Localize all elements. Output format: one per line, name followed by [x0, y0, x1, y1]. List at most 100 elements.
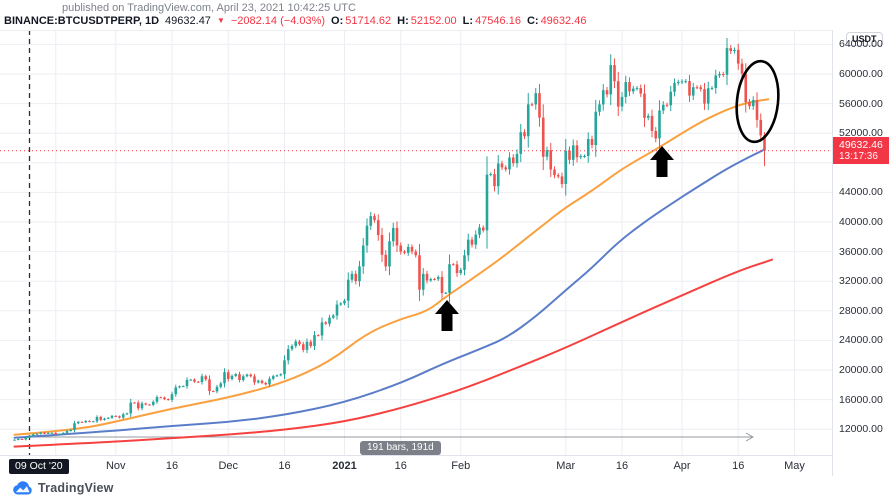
price-tick-label: 40000.00 [839, 216, 883, 228]
candle [451, 264, 455, 266]
candle [328, 317, 331, 324]
candle [316, 335, 320, 337]
candle [721, 74, 725, 75]
price-axis[interactable]: USDT 49632.46 13:17:36 64000.00 60000.00 5… [832, 30, 889, 476]
candle [133, 402, 136, 404]
candle [624, 82, 628, 97]
currency-toggle-button[interactable]: USDT [846, 32, 883, 46]
candle [136, 402, 140, 409]
candle [163, 397, 166, 400]
close-label: C: [526, 15, 539, 27]
candle [406, 246, 410, 253]
candle [305, 341, 309, 350]
candle [331, 315, 335, 318]
candle [189, 379, 193, 381]
candle [20, 439, 24, 441]
candle [256, 380, 260, 383]
candle [560, 176, 564, 184]
candle [193, 379, 196, 382]
candle [643, 93, 646, 118]
price-tick-label: 52000.00 [839, 127, 883, 140]
candle [598, 104, 601, 112]
candle [421, 273, 425, 290]
up-arrow-annotation[interactable] [650, 146, 674, 177]
candle [125, 413, 129, 415]
price-change: −2082.14 (−4.03%) [230, 15, 326, 27]
candle [99, 416, 103, 420]
price-tick-label: 12000.00 [839, 423, 883, 436]
footer: TradingView [0, 477, 889, 500]
candle [65, 430, 69, 433]
candle [534, 93, 538, 105]
candle [103, 418, 106, 420]
candle [50, 432, 54, 434]
candle [279, 374, 283, 376]
candle [489, 174, 493, 176]
candle [339, 303, 343, 305]
candle [410, 246, 414, 252]
candle [380, 235, 384, 255]
candle [586, 139, 590, 156]
price-tick-label: 60000.00 [839, 68, 883, 80]
candle [271, 376, 275, 379]
candle [95, 416, 99, 422]
current-price-value: 49632.46 [839, 139, 883, 152]
candle [118, 416, 121, 418]
symbol-legend[interactable]: BINANCE:BTCUSDTPERP, 1D 49632.47 ▼ −2082… [4, 15, 586, 27]
time-axis[interactable]: 16Nov16Dec16202116FebMar16Apr16May [0, 455, 889, 478]
candle [740, 63, 744, 74]
candle [455, 264, 459, 274]
time-tick-label: Nov [105, 460, 126, 472]
candle [463, 255, 466, 270]
candle [61, 432, 65, 434]
candle [294, 341, 298, 347]
candle [301, 344, 305, 350]
candle [425, 273, 429, 281]
candle [448, 264, 451, 293]
up-arrow-annotation[interactable] [435, 300, 459, 331]
measure-label[interactable]: 191 bars, 191d [360, 441, 441, 455]
time-tick-label: Apr [673, 460, 691, 472]
open-value: 51714.62 [345, 15, 392, 27]
candle [155, 397, 159, 402]
candle [684, 81, 688, 83]
candle [706, 88, 710, 104]
candle [91, 421, 95, 423]
tradingview-logo-text: TradingView [38, 480, 114, 495]
candle [80, 421, 84, 423]
candle [286, 349, 290, 361]
candle [234, 374, 238, 376]
candle [350, 273, 354, 280]
pane-top-border [0, 30, 889, 31]
tradingview-logo[interactable]: TradingView [12, 479, 114, 496]
candle [324, 322, 328, 324]
candle [211, 391, 215, 393]
candle [556, 175, 560, 177]
candle [106, 417, 110, 419]
time-tick-label: Dec [218, 460, 239, 472]
candle [403, 251, 406, 253]
candle [69, 429, 73, 431]
candle [204, 376, 208, 380]
candle [616, 81, 620, 107]
candle [373, 216, 376, 221]
time-tick-label: 16 [278, 460, 291, 472]
candle [628, 82, 631, 92]
candle [654, 130, 658, 139]
candle [680, 81, 684, 83]
candle [121, 414, 125, 418]
symbol-name[interactable]: BINANCE:BTCUSDTPERP, 1D [4, 15, 160, 27]
candle [718, 74, 721, 76]
time-tick-label: Feb [451, 460, 471, 472]
candle [24, 437, 28, 440]
candle [661, 104, 665, 111]
candle [519, 132, 523, 154]
time-tick-label: 16 [394, 460, 407, 472]
candle [159, 397, 163, 399]
ellipse-annotation[interactable] [733, 59, 782, 144]
candle [395, 227, 399, 246]
candle [703, 89, 706, 104]
candle [298, 341, 301, 345]
